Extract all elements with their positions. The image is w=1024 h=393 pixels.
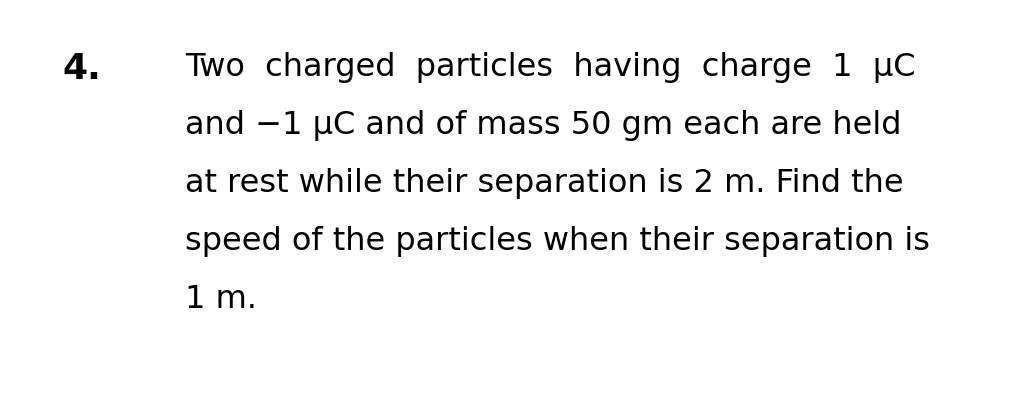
Text: and −1 μC and of mass 50 gm each are held: and −1 μC and of mass 50 gm each are hel… — [185, 110, 901, 141]
Text: 4.: 4. — [62, 52, 100, 86]
Text: at rest while their separation is 2 m. Find the: at rest while their separation is 2 m. F… — [185, 168, 903, 199]
Text: speed of the particles when their separation is: speed of the particles when their separa… — [185, 226, 930, 257]
Text: 1 m.: 1 m. — [185, 284, 257, 315]
Text: Two  charged  particles  having  charge  1  μC: Two charged particles having charge 1 μC — [185, 52, 915, 83]
